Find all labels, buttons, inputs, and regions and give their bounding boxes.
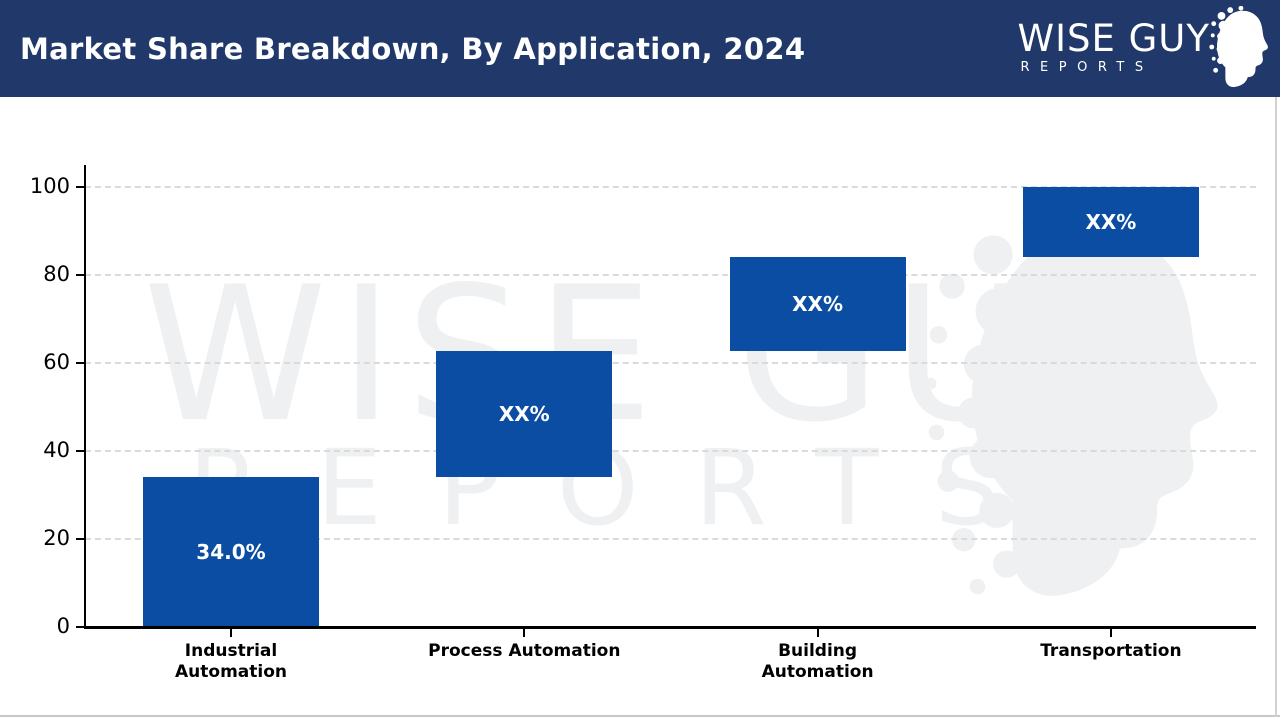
xcat-label-process-automation: Process Automation <box>428 641 621 661</box>
watermark-wordmark: WISE GUY <box>143 246 1167 463</box>
ytick-label-20: 20 <box>43 526 70 550</box>
x-axis-spine <box>84 626 1256 629</box>
header: Market Share Breakdown, By Application, … <box>0 0 1280 97</box>
gridline-100 <box>85 186 1256 188</box>
ytick-label-40: 40 <box>43 438 70 462</box>
xtick-mark-building-automation <box>816 629 819 637</box>
ytick-mark-100 <box>76 186 84 188</box>
bar-label-industrial-automation: 34.0% <box>196 540 266 565</box>
ytick-mark-0 <box>76 626 84 628</box>
watermark-face-icon <box>924 208 1218 596</box>
logo-wordmark: WISE GUY <box>1017 17 1210 60</box>
ytick-label-0: 0 <box>56 614 70 638</box>
gridline-20 <box>85 538 1256 540</box>
xtick-mark-process-automation <box>523 629 526 637</box>
bar-label-building-automation: XX% <box>792 292 844 317</box>
bar-industrial-automation: 34.0% <box>143 477 319 627</box>
bar-transportation: XX% <box>1022 187 1199 257</box>
y-axis-spine <box>84 165 86 629</box>
wiseguy-logo: WISE GUY REPORTS <box>1018 6 1272 88</box>
gridline-40 <box>85 450 1256 452</box>
ytick-label-60: 60 <box>43 350 70 374</box>
bottom-border-line <box>0 715 1280 717</box>
xcat-label-industrial-automation: Industrial Automation <box>175 641 287 682</box>
ytick-mark-40 <box>76 450 84 452</box>
bar-label-process-automation: XX% <box>498 402 550 427</box>
xcat-label-building-automation: Building Automation <box>761 641 874 682</box>
ytick-label-80: 80 <box>43 262 70 286</box>
bar-building-automation: XX% <box>729 257 906 352</box>
page-title: Market Share Breakdown, By Application, … <box>20 31 806 66</box>
bar-label-transportation: XX% <box>1085 210 1137 234</box>
logo-subtext: REPORTS <box>1020 60 1154 75</box>
gridline-60 <box>85 362 1256 364</box>
right-border-line <box>1275 97 1277 717</box>
gridline-80 <box>85 274 1256 276</box>
xtick-mark-transportation <box>1109 629 1112 637</box>
xcat-label-transportation: Transportation <box>1040 641 1182 661</box>
ytick-mark-60 <box>76 362 84 364</box>
bar-process-automation: XX% <box>436 351 613 478</box>
ytick-mark-80 <box>76 274 84 276</box>
ytick-label-100: 100 <box>29 174 70 198</box>
logo-face-icon <box>1209 6 1268 87</box>
ytick-mark-20 <box>76 538 84 540</box>
xtick-mark-industrial-automation <box>230 629 232 637</box>
